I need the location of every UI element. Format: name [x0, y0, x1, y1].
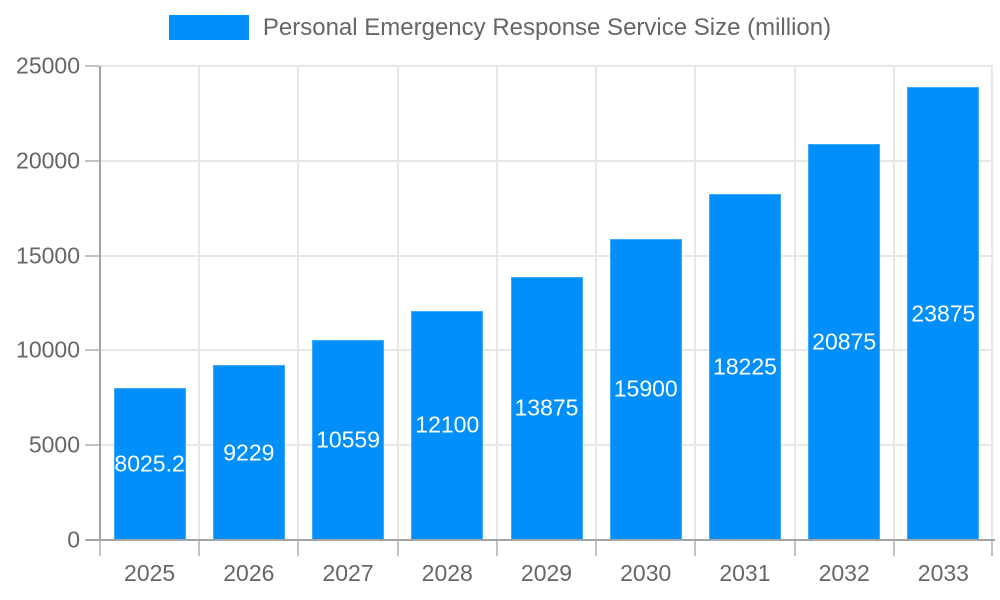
x-axis-tick-mark	[793, 540, 796, 556]
x-axis-line	[86, 539, 995, 541]
bar-value-label: 10559	[316, 426, 381, 453]
y-axis-tick-label: 10000	[16, 336, 80, 363]
v-gridline	[495, 66, 498, 540]
bar-value-label: 13875	[514, 394, 579, 421]
bar[interactable]	[907, 87, 980, 540]
bar[interactable]	[708, 194, 781, 540]
y-axis-tick-label: 0	[67, 526, 80, 553]
x-axis-tick-mark	[495, 540, 498, 556]
x-axis-tick-label: 2030	[620, 560, 672, 586]
y-axis-tick-mark	[85, 349, 99, 352]
v-gridline	[694, 66, 697, 540]
y-axis-tick-mark	[85, 159, 99, 162]
x-axis-tick-label: 2029	[520, 560, 573, 586]
legend[interactable]: Personal Emergency Response Service Size…	[0, 15, 1000, 40]
y-axis-tick-mark	[85, 444, 99, 447]
plot-area: 8025.2 9229 10559 12100 13875 15900 18225 20875…	[100, 65, 993, 540]
v-gridline	[892, 66, 895, 540]
x-axis-tick-label: 2031	[719, 560, 771, 586]
bar[interactable]	[113, 387, 186, 540]
bar[interactable]	[510, 276, 583, 540]
bar-value-label: 20875	[812, 328, 877, 355]
v-gridline	[396, 66, 399, 540]
y-axis-tick-mark	[85, 254, 99, 257]
x-axis-tick-mark	[99, 540, 101, 556]
x-axis-tick-mark	[892, 540, 895, 556]
y-axis-tick-label: 20000	[16, 147, 80, 174]
v-gridline	[991, 66, 993, 540]
bar[interactable]	[609, 238, 682, 540]
y-axis-line	[99, 66, 101, 540]
legend-label: Personal Emergency Response Service Size…	[262, 14, 832, 41]
x-axis-tick-mark	[595, 540, 598, 556]
x-axis-tick-mark	[991, 540, 993, 556]
bar-value-label: 15900	[613, 375, 678, 402]
bar-value-label: 23875	[911, 300, 976, 327]
v-gridline	[297, 66, 300, 540]
h-gridline	[100, 65, 993, 67]
v-gridline	[793, 66, 796, 540]
y-axis-tick-label: 25000	[16, 52, 80, 79]
x-axis-tick-label: 2033	[917, 560, 969, 586]
bar[interactable]	[312, 339, 385, 540]
x-axis-tick-label: 2027	[322, 560, 374, 586]
bar[interactable]	[212, 365, 285, 540]
x-axis-tick-mark	[297, 540, 300, 556]
x-axis-tick-label: 2025	[124, 560, 176, 586]
bar[interactable]	[808, 144, 881, 540]
v-gridline	[198, 66, 201, 540]
x-axis-tick-label: 2026	[223, 560, 275, 586]
y-axis-tick-mark	[85, 65, 99, 67]
v-gridline	[595, 66, 598, 540]
bar-value-label: 9229	[223, 439, 275, 465]
h-gridline	[100, 254, 993, 257]
bar-value-label: 12100	[415, 411, 480, 438]
x-axis-tick-mark	[198, 540, 201, 556]
bar-value-label: 18225	[712, 353, 777, 380]
legend-swatch-icon	[168, 15, 249, 40]
y-axis-tick-label: 15000	[16, 242, 80, 269]
x-axis-tick-label: 2028	[421, 560, 473, 586]
bar[interactable]	[411, 310, 484, 540]
h-gridline	[100, 159, 993, 162]
bar-value-label: 8025.2	[114, 450, 185, 477]
x-axis-tick-mark	[694, 540, 697, 556]
x-axis-tick-mark	[396, 540, 399, 556]
x-axis-tick-label: 2032	[818, 560, 870, 586]
y-axis-tick-label: 5000	[28, 431, 80, 458]
